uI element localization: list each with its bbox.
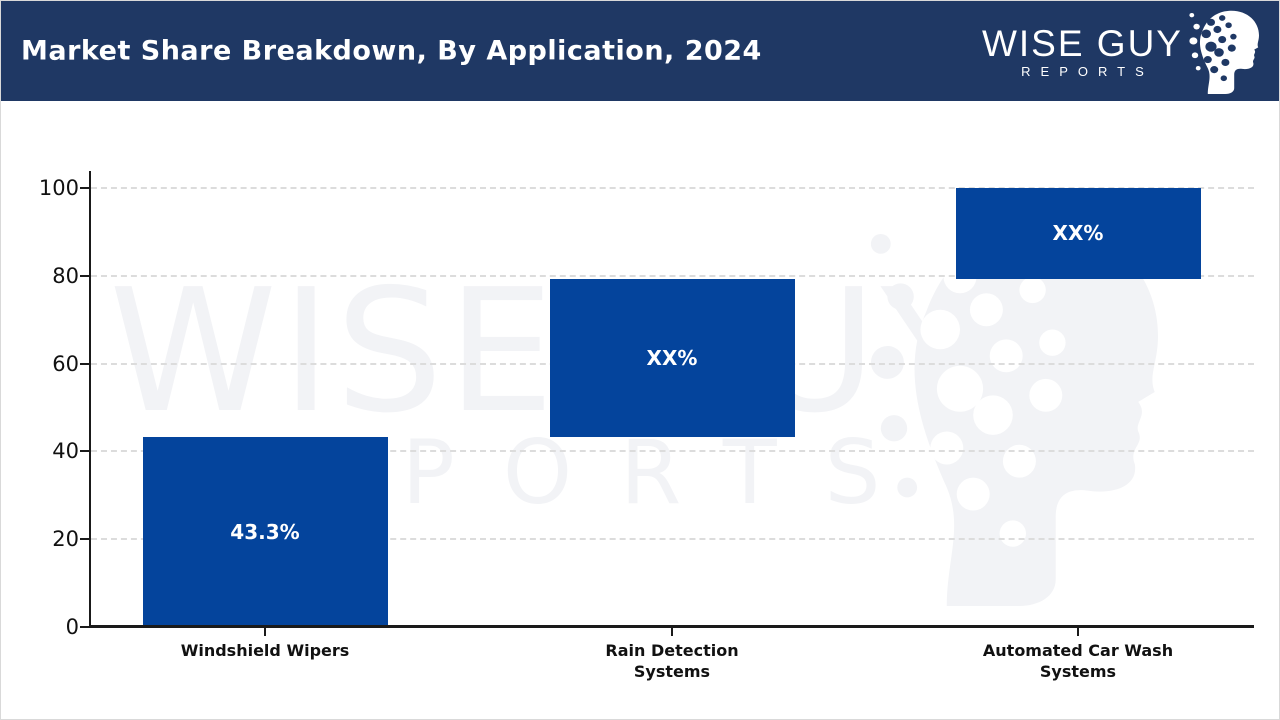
bar-1: XX% xyxy=(549,278,795,437)
watermark-head-icon xyxy=(870,223,1158,606)
logo-reports-label: REPORTS xyxy=(1021,63,1154,79)
bar-value-label-0: 43.3% xyxy=(230,519,300,544)
y-tick-label-0: 0 xyxy=(65,615,79,639)
bar-2: XX% xyxy=(955,188,1201,279)
bar-value-label-1: XX% xyxy=(646,345,698,370)
x-category-label-0: Windshield Wipers xyxy=(180,641,350,660)
y-tick-label-80: 80 xyxy=(52,263,79,288)
y-tick-label-100: 100 xyxy=(38,176,79,200)
y-axis-spine xyxy=(89,171,91,628)
gridline-40 xyxy=(91,450,1254,453)
y-tick-0 xyxy=(80,626,89,628)
y-tick-label-60: 60 xyxy=(52,351,79,376)
y-tick-60 xyxy=(80,362,89,365)
gridline-20 xyxy=(91,538,1254,541)
header-banner: Market Share Breakdown, By Application, … xyxy=(1,1,1279,101)
gridline-80 xyxy=(91,274,1254,277)
gridline-100 xyxy=(91,187,1254,189)
x-tick-0 xyxy=(264,628,266,636)
y-tick-80 xyxy=(80,274,89,277)
watermark-text-wiseguy: WISE GUY xyxy=(109,253,989,451)
bar-value-label-2: XX% xyxy=(1052,221,1104,246)
logo-wiseguy-label: WISE GUY xyxy=(981,22,1183,64)
wise-guy-reports-logo: WISE GUY REPORTS xyxy=(982,7,1267,95)
y-tick-20 xyxy=(80,538,89,541)
x-category-label-2: Automated Car Wash Systems xyxy=(982,641,1174,681)
bar-0: 43.3% xyxy=(142,436,388,627)
y-tick-label-40: 40 xyxy=(52,439,79,464)
x-tick-1 xyxy=(671,628,673,636)
y-tick-100 xyxy=(80,187,89,189)
y-tick-label-20: 20 xyxy=(52,527,79,552)
x-category-label-1: Rain Detection Systems xyxy=(605,641,739,681)
x-axis-spine xyxy=(89,625,1254,628)
logo-text: WISE GUY REPORTS xyxy=(982,25,1183,78)
logo-head-icon xyxy=(1189,10,1259,94)
y-tick-40 xyxy=(80,450,89,453)
x-tick-2 xyxy=(1077,628,1079,636)
page-title: Market Share Breakdown, By Application, … xyxy=(21,35,762,67)
